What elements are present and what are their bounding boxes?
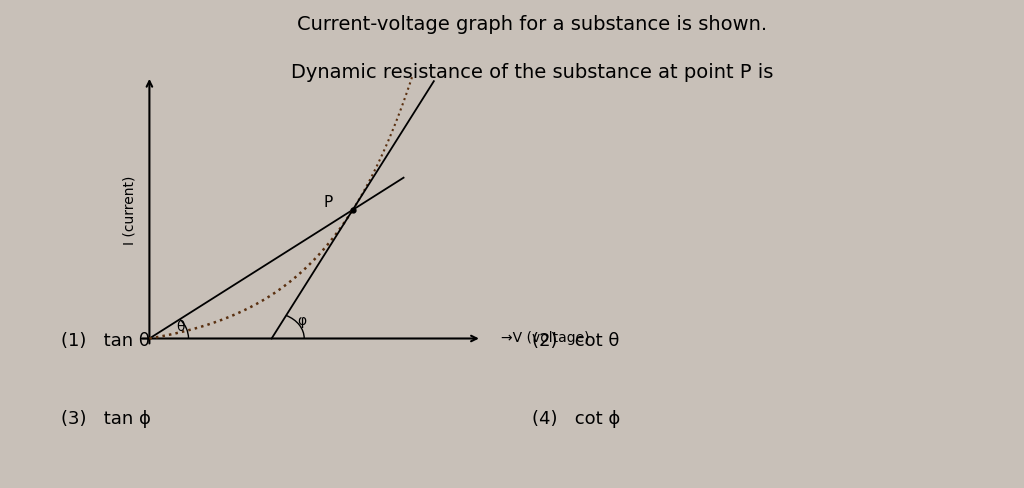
Text: (4)   cot ϕ: (4) cot ϕ: [532, 410, 621, 428]
Text: →V (voltage): →V (voltage): [502, 331, 590, 346]
Text: I (current): I (current): [123, 175, 137, 244]
Text: θ: θ: [176, 320, 185, 334]
Text: P: P: [324, 195, 333, 210]
Text: (2)   cot θ: (2) cot θ: [532, 332, 620, 350]
Text: (1)   tan θ: (1) tan θ: [61, 332, 151, 350]
Text: Dynamic resistance of the substance at point P is: Dynamic resistance of the substance at p…: [291, 63, 774, 82]
Text: φ: φ: [298, 314, 306, 328]
Text: Current-voltage graph for a substance is shown.: Current-voltage graph for a substance is…: [297, 15, 768, 34]
Text: (3)   tan ϕ: (3) tan ϕ: [61, 410, 152, 428]
